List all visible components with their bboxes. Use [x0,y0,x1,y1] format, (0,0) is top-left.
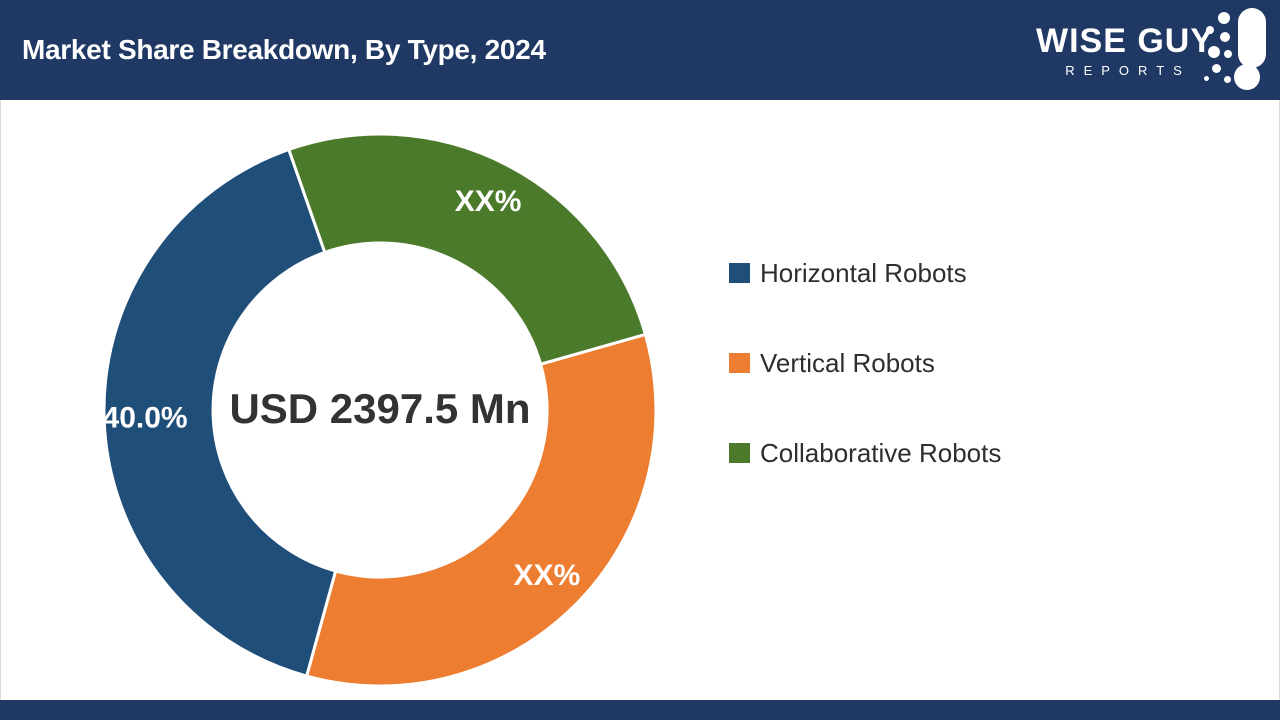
donut-segment-vertical-robots [305,332,658,688]
chart-legend: Horizontal Robots Vertical Robots Collabor… [729,258,1001,528]
header-bar: Market Share Breakdown, By Type, 2024 WI… [0,0,1280,100]
wise-guy-reports-logo: WISE GUY REPORTS [1006,6,1266,94]
legend-swatch [729,443,750,463]
donut-segment-horizontal-robots [102,148,338,678]
legend-label: Horizontal Robots [760,257,967,288]
page-title: Market Share Breakdown, By Type, 2024 [22,34,546,65]
donut-center-value: USD 2397.5 Mn [229,385,531,432]
legend-item-collaborative-robots: Collaborative Robots [729,438,1001,468]
logo-wordmark: WISE GUY [1036,22,1215,60]
legend-label: Collaborative Robots [760,437,1002,468]
donut-segment-label: 40.0% [103,402,188,435]
legend-item-horizontal-robots: Horizontal Robots [729,258,1001,288]
logo-subtext: REPORTS [1065,63,1191,78]
legend-label: Vertical Robots [760,347,935,378]
donut-segment-label: XX% [455,185,522,218]
legend-swatch [729,353,750,373]
legend-item-vertical-robots: Vertical Robots [729,348,1001,378]
footer-bar [0,700,1280,720]
legend-swatch [729,263,750,283]
donut-segment-collaborative-robots [287,132,647,366]
donut-segment-label: XX% [514,559,581,592]
logo-face-icon [1204,6,1266,94]
